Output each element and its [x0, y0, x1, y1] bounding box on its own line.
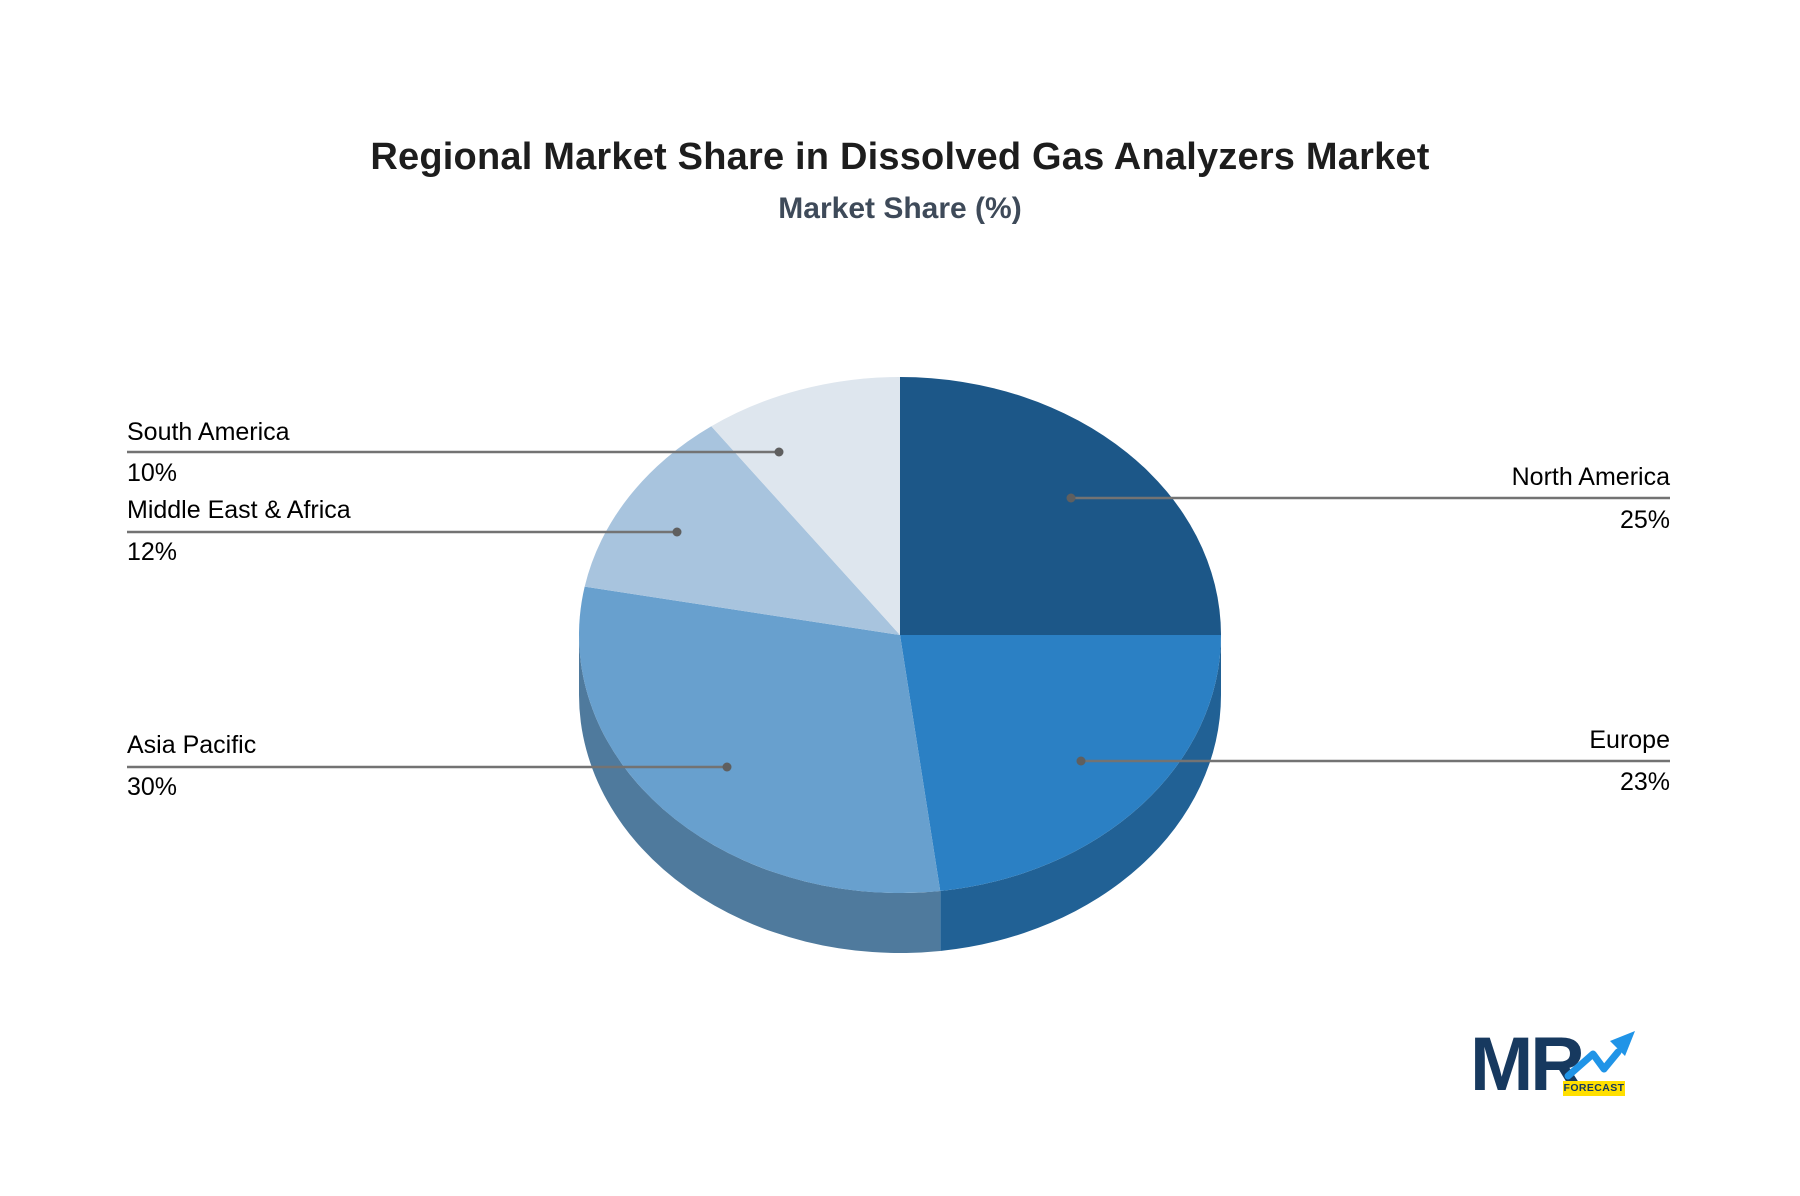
- slice-label-north-america: North America: [1511, 463, 1670, 491]
- slice-label-south-america: South America: [127, 418, 290, 446]
- slice-value-north-america: 25%: [1619, 506, 1670, 534]
- trend-arrow-icon: [1564, 1031, 1635, 1080]
- slice-label-middle-east-africa: Middle East & Africa: [127, 496, 351, 524]
- chart-title: Regional Market Share in Dissolved Gas A…: [370, 136, 1430, 178]
- slice-label-europe: Europe: [1589, 726, 1670, 754]
- slice-value-europe: 23%: [1619, 768, 1670, 796]
- slice-value-asia-pacific: 30%: [127, 773, 178, 801]
- slice-value-middle-east-africa: 12%: [127, 538, 178, 566]
- chart-subtitle: Market Share (%): [778, 192, 1022, 225]
- brand-logo: MR FORECAST: [1470, 1027, 1640, 1104]
- slice-value-south-america: 10%: [127, 459, 178, 487]
- brand-logo-subtext: FORECAST: [1563, 1081, 1625, 1096]
- slice-label-asia-pacific: Asia Pacific: [127, 731, 257, 759]
